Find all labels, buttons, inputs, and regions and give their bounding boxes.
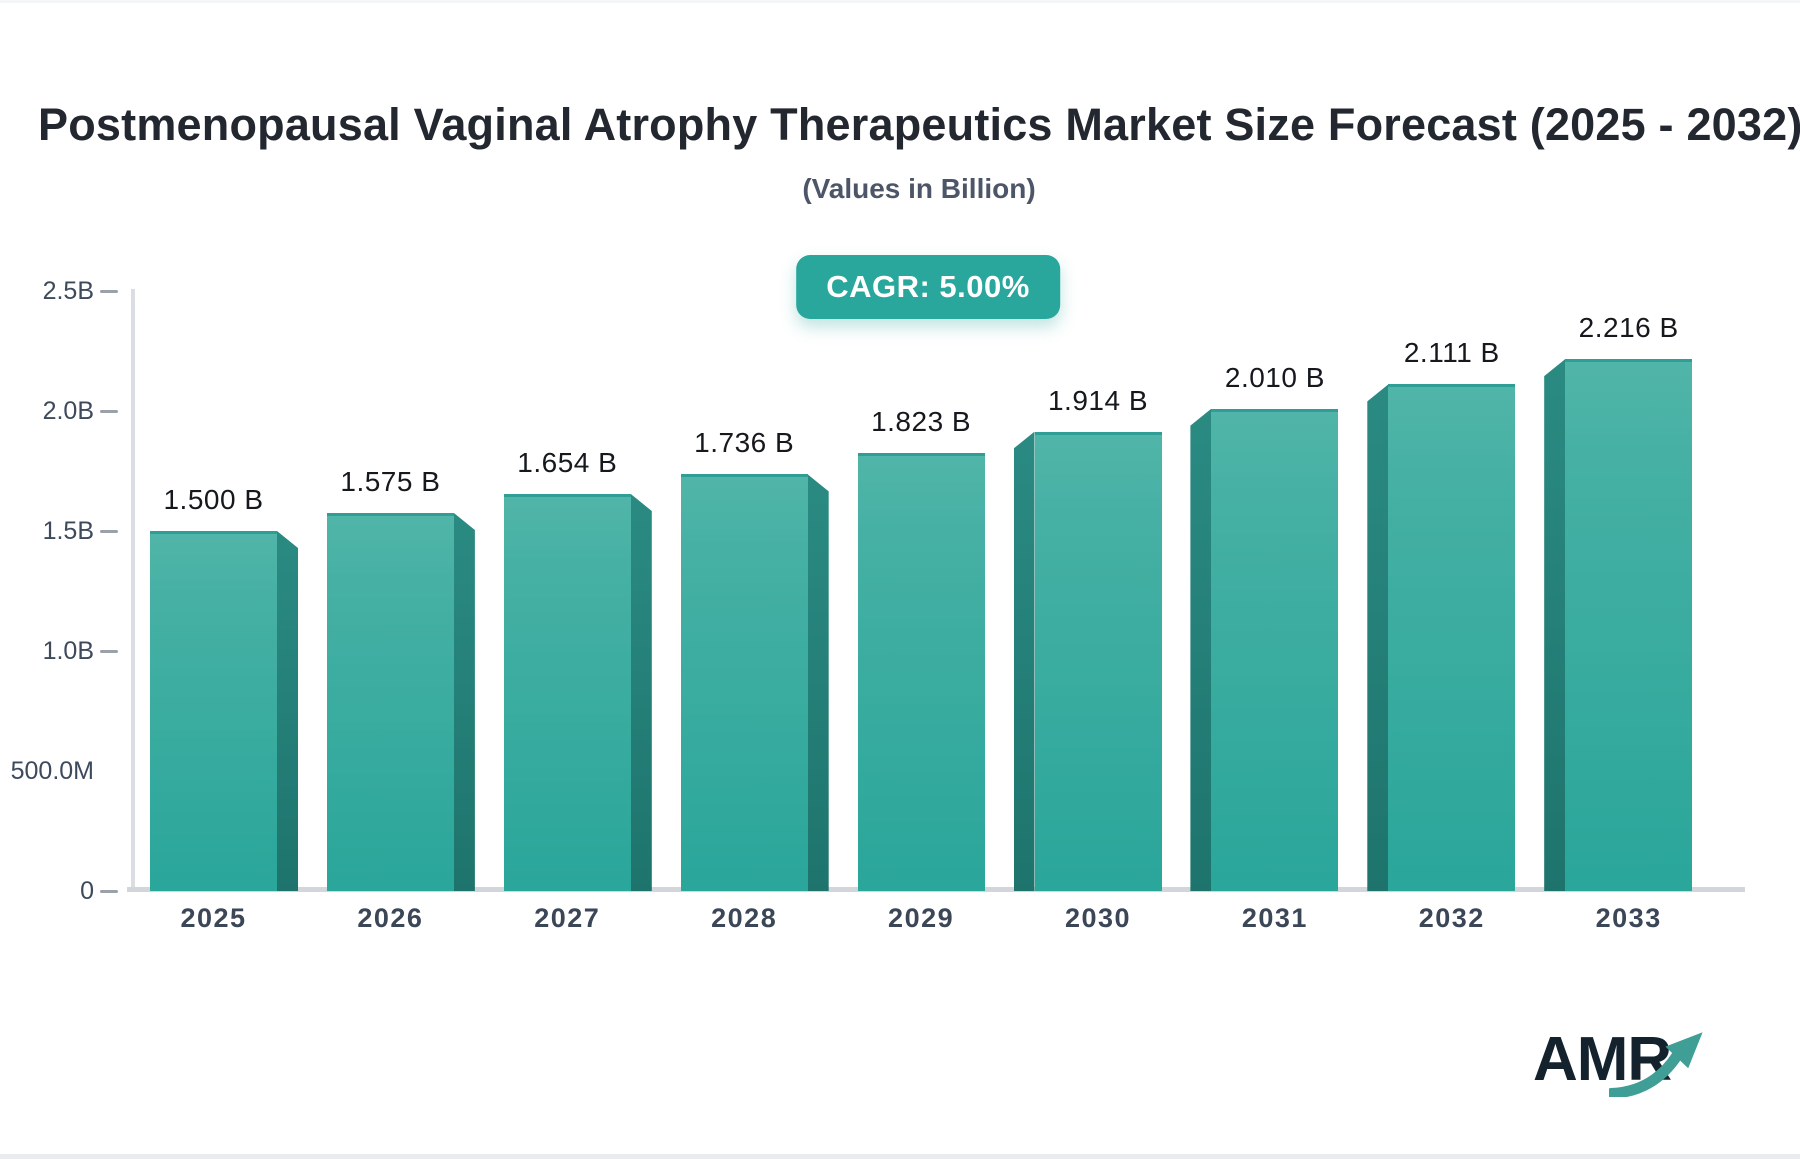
bar-side-bevel	[1190, 408, 1212, 891]
bar-value-label: 1.654 B	[517, 447, 618, 479]
y-tick-label: 0	[80, 877, 94, 905]
x-axis-year-label: 2032	[1418, 903, 1485, 933]
bar-value-label: 2.111 B	[1403, 337, 1500, 369]
bar-2028	[680, 474, 829, 891]
bar-2033	[1544, 359, 1693, 891]
bar-value-label: 2.216 B	[1578, 312, 1679, 344]
bar-side-bevel	[1013, 431, 1035, 891]
y-tick-mark	[100, 889, 118, 893]
bar-value-label: 1.736 B	[694, 427, 795, 459]
bar-value-label: 1.823 B	[871, 406, 972, 438]
bar-2027	[503, 494, 652, 891]
x-axis-year-label: 2030	[1064, 903, 1132, 933]
brand-logo: AMR	[1533, 1029, 1733, 1109]
bar-value-label: 1.575 B	[340, 466, 441, 497]
chart-subtitle: (Values in Billion)	[802, 173, 1036, 204]
chart-title: Postmenopausal Vaginal Atrophy Therapeut…	[38, 99, 1800, 150]
bar-face	[1034, 431, 1162, 891]
bar-face	[680, 474, 808, 891]
bar-face	[326, 513, 454, 891]
y-tick-label: 500.0M	[10, 757, 94, 785]
bar-side-bevel	[277, 531, 298, 891]
bar-face	[1565, 359, 1693, 891]
bar-2031	[1190, 408, 1339, 891]
x-axis-year-label: 2028	[711, 903, 778, 933]
x-axis-year-label: 2031	[1241, 903, 1308, 933]
bar-face	[857, 453, 985, 891]
x-axis-year-label: 2025	[180, 903, 247, 933]
bar-2029	[857, 453, 985, 891]
y-tick-label: 2.5B	[42, 277, 94, 305]
y-tick-label: 1.5B	[42, 517, 94, 545]
bar-side-bevel	[453, 513, 475, 891]
y-tick-mark	[100, 289, 118, 293]
bar-face	[150, 531, 277, 891]
y-tick-mark	[100, 529, 118, 533]
bar-2032	[1367, 384, 1516, 891]
y-tick-label: 1.0B	[42, 637, 94, 665]
bar-2026	[326, 513, 475, 891]
x-axis-year-label: 2027	[534, 903, 601, 933]
bar-side-bevel	[1544, 359, 1566, 891]
growth-arrow-icon	[1609, 1032, 1703, 1097]
bar-face	[1211, 408, 1339, 891]
bar-value-label: 1.914 B	[1047, 384, 1149, 416]
y-tick-label: 2.0B	[42, 397, 94, 425]
bar-2030	[1013, 431, 1162, 891]
y-axis-line	[131, 289, 135, 891]
bar-value-label: 2.010 B	[1224, 361, 1325, 393]
bar-value-label: 1.500 B	[163, 484, 264, 515]
cagr-badge: CAGR: 5.00%	[796, 255, 1060, 319]
y-tick-mark	[100, 409, 118, 413]
bar-face	[1388, 384, 1516, 891]
bar-side-bevel	[807, 474, 829, 891]
x-axis-year-label: 2033	[1595, 903, 1662, 933]
page-bottom-border	[0, 1154, 1800, 1159]
bar-side-bevel	[1367, 384, 1389, 891]
bar-side-bevel	[630, 494, 652, 891]
x-axis-year-label: 2029	[888, 903, 955, 933]
y-tick-mark	[100, 649, 118, 653]
bar-2025	[150, 531, 298, 891]
bar-face	[503, 494, 631, 891]
x-axis-year-label: 2026	[357, 903, 424, 933]
